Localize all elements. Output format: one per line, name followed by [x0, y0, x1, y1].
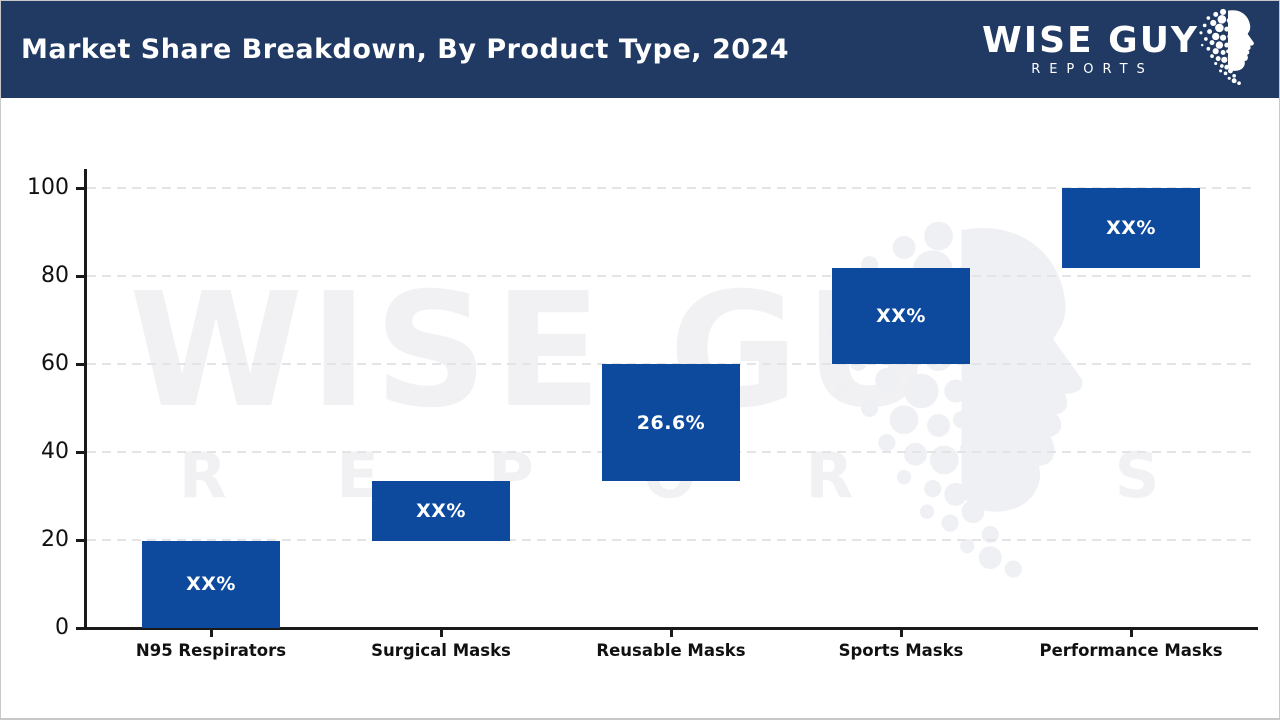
wiseguy-logo-text: WISE GUY REPORTS	[981, 19, 1199, 77]
bar-value-label: 26.6%	[636, 411, 706, 434]
bar-segment: XX%	[1062, 188, 1200, 269]
y-axis-line	[84, 169, 87, 628]
y-tick-label: 0	[55, 615, 69, 640]
y-tick-mark	[76, 275, 85, 278]
bar-segment: XX%	[142, 540, 280, 628]
bar-value-label: XX%	[1106, 217, 1156, 240]
x-tick-mark	[1130, 629, 1133, 637]
page-title: Market Share Breakdown, By Product Type,…	[21, 34, 790, 65]
bar-value-label: XX%	[416, 499, 466, 522]
header-band: Market Share Breakdown, By Product Type,…	[1, 1, 1279, 98]
x-tick-mark	[210, 629, 213, 637]
gridline-y-20	[87, 539, 1256, 541]
x-tick-mark	[670, 629, 673, 637]
x-tick-mark	[900, 629, 903, 637]
bar-segment: XX%	[832, 268, 970, 364]
gridline-y-100	[87, 187, 1256, 189]
x-tick-label: Surgical Masks	[371, 641, 511, 660]
y-tick-mark	[76, 451, 85, 454]
y-tick-label: 80	[41, 263, 69, 288]
y-tick-label: 60	[41, 351, 69, 376]
x-tick-label: N95 Respirators	[135, 641, 287, 660]
wiseguy-face-icon	[1199, 8, 1254, 85]
y-tick-mark	[76, 363, 85, 366]
x-tick-label: Performance Masks	[1039, 641, 1223, 660]
y-tick-mark	[76, 187, 85, 190]
wiseguy-logo: WISE GUY REPORTS	[982, 7, 1279, 93]
logo-line1: WISE GUY	[981, 19, 1199, 61]
x-tick-mark	[440, 629, 443, 637]
x-tick-label: Reusable Masks	[596, 641, 746, 660]
bar-value-label: XX%	[186, 573, 236, 596]
gridline-y-80	[87, 275, 1256, 277]
x-axis-line	[84, 627, 1258, 630]
y-tick-mark	[76, 539, 85, 542]
y-tick-mark	[76, 627, 85, 630]
x-tick-label: Sports Masks	[838, 641, 964, 660]
y-tick-label: 40	[41, 439, 69, 464]
bar-segment: XX%	[372, 481, 510, 541]
y-tick-label: 20	[41, 527, 69, 552]
bar-value-label: XX%	[876, 305, 926, 328]
logo-line2: REPORTS	[1031, 61, 1154, 77]
bar-segment: 26.6%	[602, 364, 740, 482]
y-tick-label: 100	[27, 175, 69, 200]
